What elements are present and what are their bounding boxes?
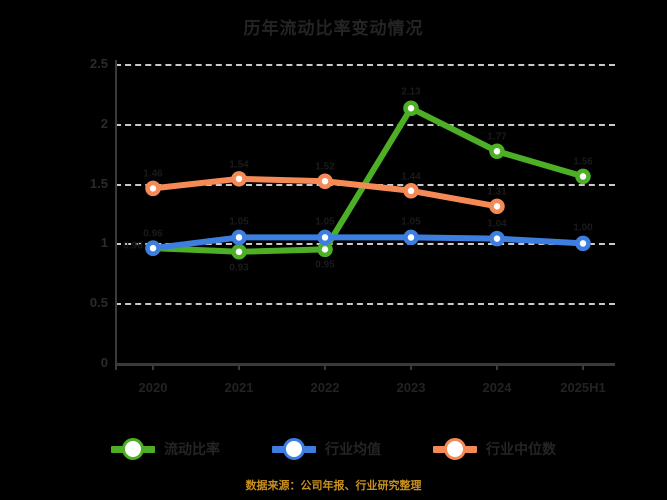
data-point-label: 1.77	[487, 131, 507, 143]
data-point-marker[interactable]	[317, 229, 333, 246]
x-axis-tick-label: 2022	[310, 380, 340, 395]
gridline	[115, 64, 615, 66]
legend-marker-icon	[433, 438, 477, 460]
y-axis-tick-label: 0	[100, 355, 108, 370]
data-point-marker[interactable]	[231, 244, 247, 260]
gridline	[115, 303, 615, 306]
legend-label: 行业中位数	[486, 441, 556, 457]
chart-legend: 流动比率 行业均值 行业中位数	[0, 432, 667, 466]
y-axis-tick-label: 2	[100, 115, 108, 131]
gridline	[115, 123, 615, 126]
data-point-marker[interactable]	[403, 229, 419, 246]
y-axis-tick-label: 1	[100, 235, 108, 251]
data-point-label: 1.46	[143, 168, 163, 180]
x-axis-tick-label: 2024	[482, 380, 512, 395]
data-point-marker[interactable]	[145, 240, 161, 256]
x-axis-tick-label: 2023	[396, 380, 426, 395]
legend-dot-icon	[122, 438, 144, 460]
source-note: 数据来源：公司年报、行业研究整理	[245, 480, 422, 492]
data-point-label: 0.96	[143, 228, 163, 240]
legend-dot-icon	[283, 438, 305, 460]
data-point-marker[interactable]	[231, 229, 247, 246]
data-point-label: 1.44	[401, 171, 421, 183]
x-axis-tick-label: 2020	[138, 380, 168, 395]
y-axis-line	[115, 60, 117, 370]
x-axis-line	[115, 363, 615, 366]
legend-dot-icon	[444, 438, 466, 460]
page-title: 历年流动比率变动情况	[243, 19, 424, 38]
data-point-label: 1.04	[487, 218, 507, 230]
x-axis-tick	[582, 363, 584, 370]
series-line	[150, 234, 586, 252]
series-line	[150, 105, 586, 255]
data-point-marker[interactable]	[231, 171, 247, 187]
x-axis-labels: 2020 2021 2022 2023 2024 2025H1	[115, 380, 615, 402]
data-point-label: 1.05	[315, 216, 335, 228]
data-point-marker[interactable]	[317, 241, 333, 258]
x-axis-tick	[152, 363, 154, 370]
y-axis-tick-label: 2.5	[89, 56, 108, 71]
legend-item[interactable]: 行业中位数	[433, 438, 556, 460]
legend-marker-icon	[111, 438, 155, 460]
data-point-marker[interactable]	[489, 230, 505, 247]
data-point-marker[interactable]	[317, 173, 333, 189]
x-axis-tick	[410, 363, 412, 370]
data-point-marker[interactable]	[489, 198, 505, 215]
x-axis-tick-label: 2021	[224, 380, 254, 395]
data-point-marker[interactable]	[403, 183, 419, 199]
legend-item[interactable]: 行业均值	[272, 438, 381, 460]
legend-item[interactable]: 流动比率	[111, 438, 220, 460]
legend-marker-icon	[272, 438, 316, 460]
x-axis-tick-label: 2025H1	[560, 380, 606, 395]
data-point-marker[interactable]	[575, 235, 591, 252]
y-axis-tick-label: 0.5	[89, 295, 108, 311]
legend-label: 行业均值	[325, 441, 381, 457]
plot-area: 0.96 0.93 0.95 2.13 1.77 1.56 0.96 1.05 1.05 1.05…	[115, 60, 615, 370]
x-axis-tick	[324, 363, 326, 370]
data-point-label: 1.05	[401, 216, 421, 228]
data-point-label: 1.52	[315, 161, 335, 173]
data-point-marker[interactable]	[489, 143, 505, 160]
data-point-label: 1.54	[229, 159, 249, 171]
y-axis-tick-label: 1.5	[89, 175, 108, 191]
x-axis-tick	[238, 363, 240, 370]
data-point-marker[interactable]	[575, 168, 591, 185]
data-point-label: 1.05	[229, 216, 249, 228]
gridline	[115, 243, 615, 246]
x-axis-tick	[496, 363, 498, 370]
data-point-label: 2.13	[401, 86, 421, 98]
data-point-marker[interactable]	[145, 180, 161, 197]
series-lines	[145, 100, 591, 260]
data-point-label: 1.00	[573, 222, 593, 234]
data-point-label: 1.56	[573, 156, 593, 168]
data-point-label: 1.31	[487, 186, 507, 198]
data-point-label: 0.93	[229, 262, 249, 274]
data-point-label: 0.95	[315, 259, 335, 271]
legend-label: 流动比率	[164, 441, 220, 457]
data-point-label: 0.96	[123, 240, 143, 252]
data-point-marker[interactable]	[403, 100, 419, 117]
y-axis-labels: 2.5 2 1.5 1 0.5 0	[58, 56, 108, 370]
